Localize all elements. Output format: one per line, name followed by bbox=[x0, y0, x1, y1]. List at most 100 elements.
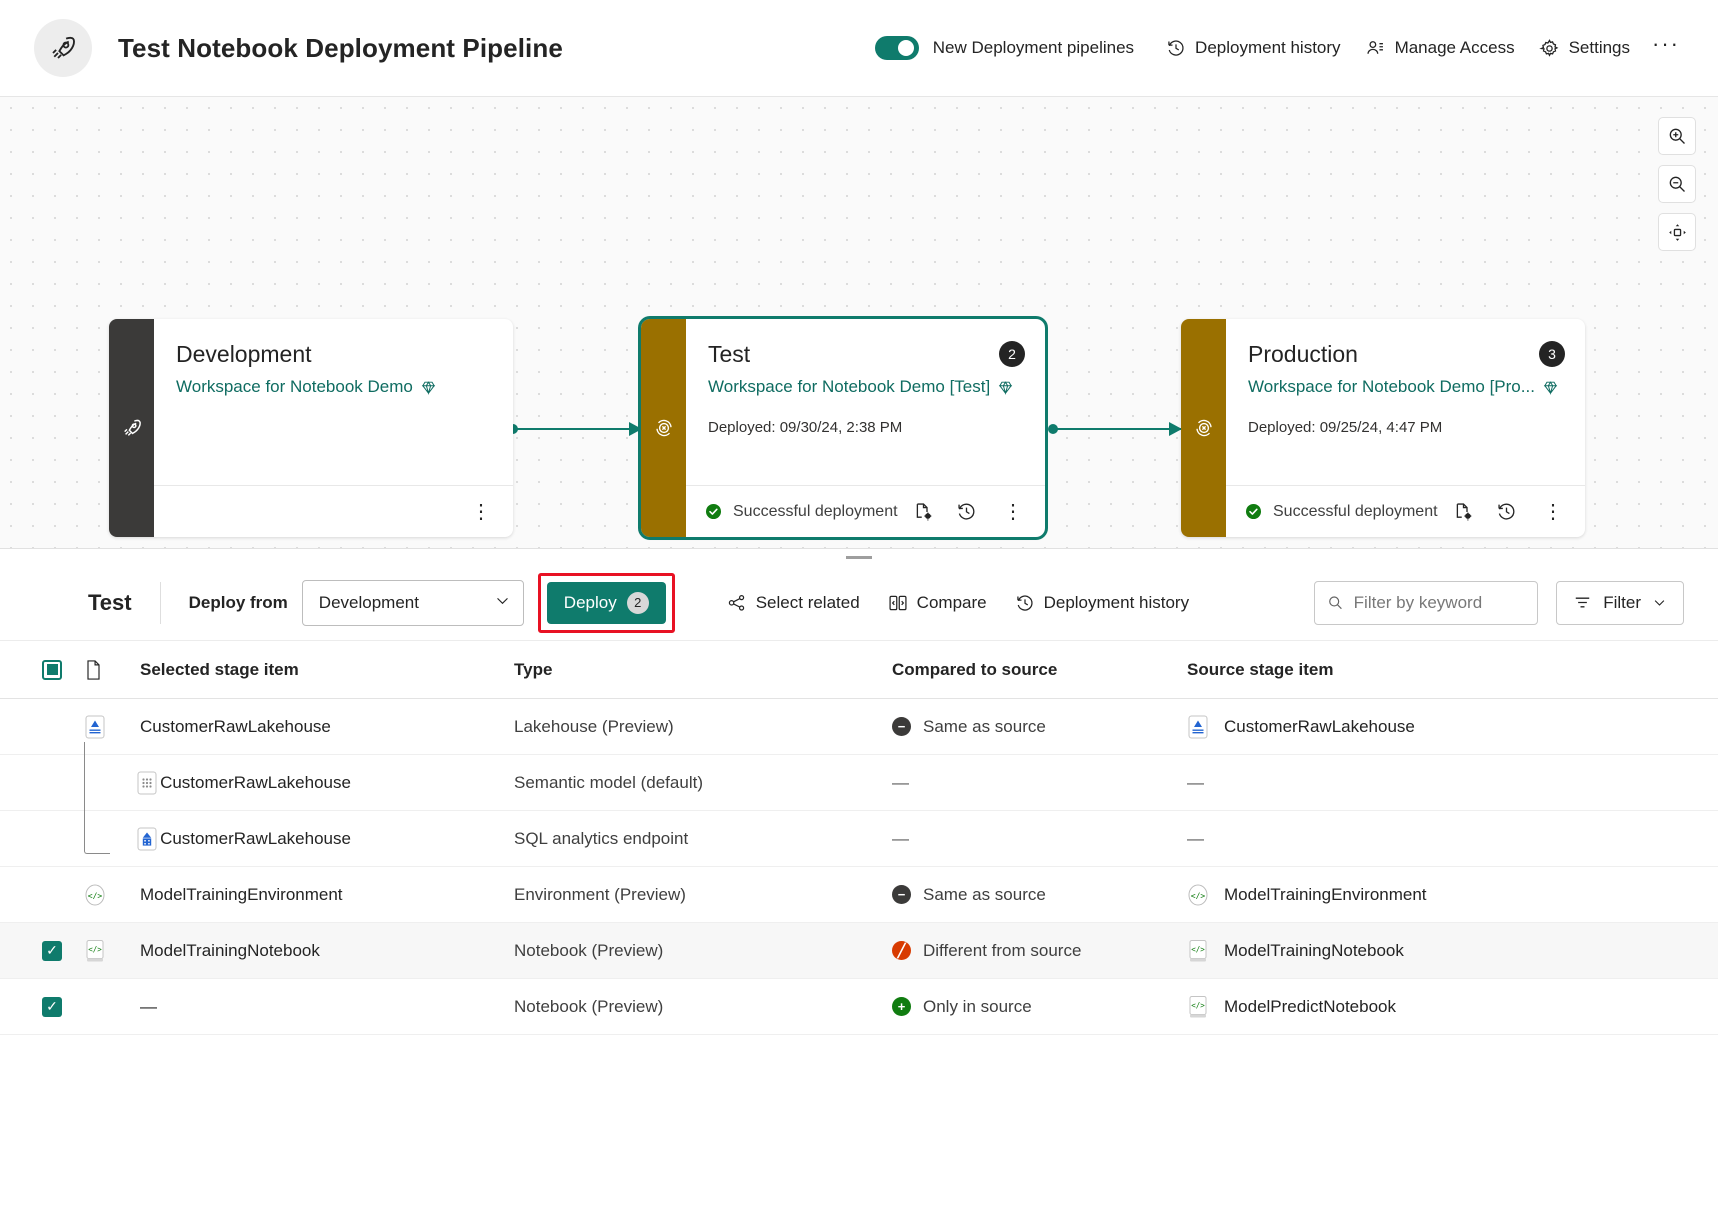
stage-workspace-link[interactable]: Workspace for Notebook Demo bbox=[176, 377, 493, 397]
fit-to-screen-button[interactable] bbox=[1658, 213, 1696, 251]
filter-search-box[interactable] bbox=[1314, 580, 1539, 625]
stage-more-options-button[interactable]: ⋮ bbox=[1543, 500, 1563, 523]
zoom-out-icon bbox=[1669, 176, 1685, 192]
table-row[interactable]: </> ModelTrainingEnvironment Environment… bbox=[0, 867, 1718, 923]
deploy-from-selected-value: Development bbox=[318, 592, 419, 612]
select-all-cell[interactable] bbox=[42, 659, 84, 680]
row-checkbox[interactable] bbox=[42, 829, 62, 849]
stage-items-table: Selected stage item Type Compared to sou… bbox=[0, 641, 1718, 1035]
search-icon bbox=[1329, 596, 1343, 610]
more-options-button[interactable]: ··· bbox=[1652, 31, 1680, 56]
stage-history-button[interactable] bbox=[1496, 501, 1517, 522]
row-source-item: — bbox=[1187, 829, 1718, 849]
row-item-name[interactable]: ModelTrainingEnvironment bbox=[140, 884, 343, 904]
row-checkbox[interactable]: ✓ bbox=[42, 996, 62, 1017]
rocket-icon bbox=[52, 36, 75, 59]
sql-endpoint-icon bbox=[136, 826, 158, 852]
stage-card-test[interactable]: 2 Test Workspace for Notebook Demo [Test… bbox=[638, 316, 1048, 540]
table-row[interactable]: CustomerRawLakehouse Lakehouse (Preview)… bbox=[0, 699, 1718, 755]
filter-label: Filter bbox=[1603, 592, 1641, 612]
deployment-rules-button[interactable] bbox=[913, 501, 934, 522]
gear-icon bbox=[1538, 38, 1558, 57]
page-title: Test Notebook Deployment Pipeline bbox=[118, 32, 563, 63]
row-compare-state: + Only in source bbox=[892, 997, 1187, 1017]
deploy-from-label: Deploy from bbox=[188, 592, 288, 612]
different-from-source-icon: ╱ bbox=[892, 941, 911, 960]
deploy-from-select[interactable]: Development bbox=[301, 579, 524, 626]
row-checkbox[interactable] bbox=[42, 773, 62, 793]
pipeline-canvas[interactable]: Development Workspace for Notebook Demo … bbox=[0, 97, 1718, 549]
stage-rail bbox=[1181, 319, 1226, 537]
stage-more-options-button[interactable]: ⋮ bbox=[1003, 500, 1023, 523]
row-compare-state: − Same as source bbox=[892, 717, 1187, 737]
table-row[interactable]: ↗ CustomerRawLakehouse Semantic model (d… bbox=[0, 741, 1718, 811]
row-checkbox[interactable]: ✓ bbox=[42, 940, 62, 961]
row-select-cell[interactable] bbox=[42, 885, 84, 905]
premium-diamond-icon bbox=[999, 380, 1013, 395]
row-select-cell[interactable] bbox=[42, 829, 84, 849]
chevron-down-icon bbox=[1654, 600, 1665, 606]
select-related-icon bbox=[728, 594, 744, 611]
panel-splitter[interactable] bbox=[0, 549, 1718, 565]
table-row[interactable]: ✓ </> ModelTrainingNotebook Notebook (Pr… bbox=[0, 923, 1718, 979]
column-header-compared-to-source[interactable]: Compared to source bbox=[892, 659, 1058, 679]
row-item-name-cell[interactable]: ↗ CustomerRawLakehouse bbox=[140, 829, 514, 849]
people-icon bbox=[1366, 40, 1383, 54]
row-item-name[interactable]: CustomerRawLakehouse bbox=[140, 716, 331, 736]
stage-name: Production bbox=[1248, 341, 1358, 367]
premium-diamond-icon bbox=[1543, 380, 1558, 395]
stage-workspace-link[interactable]: Workspace for Notebook Demo [Pro... bbox=[1248, 377, 1565, 397]
table-row[interactable]: ↗ CustomerRawLakehouse SQL analytics end… bbox=[0, 797, 1718, 867]
chevron-down-icon bbox=[494, 592, 511, 614]
row-checkbox[interactable] bbox=[42, 885, 62, 905]
rocket-icon bbox=[123, 419, 141, 436]
row-item-name[interactable]: ModelTrainingNotebook bbox=[140, 940, 320, 960]
deployment-rules-button[interactable] bbox=[1453, 501, 1474, 522]
select-related-button[interactable]: Select related bbox=[715, 584, 872, 622]
row-compare-label: Same as source bbox=[923, 716, 1046, 736]
row-compare-label: Only in source bbox=[923, 996, 1032, 1016]
deploy-button[interactable]: Deploy 2 bbox=[546, 581, 666, 624]
environment-icon: </> bbox=[84, 882, 106, 908]
row-select-cell[interactable] bbox=[42, 773, 84, 793]
compare-icon bbox=[889, 595, 907, 610]
zoom-in-button[interactable] bbox=[1658, 117, 1696, 155]
settings-button[interactable]: Settings bbox=[1527, 30, 1642, 67]
stage-card-development[interactable]: Development Workspace for Notebook Demo … bbox=[109, 319, 513, 537]
row-select-cell[interactable]: ✓ bbox=[42, 940, 84, 961]
deployment-history-button[interactable]: Deployment history bbox=[1154, 30, 1353, 66]
deployment-status-icon bbox=[1195, 419, 1212, 437]
stage-more-options-button[interactable]: ⋮ bbox=[471, 500, 491, 523]
filter-button[interactable]: Filter bbox=[1556, 580, 1684, 625]
row-compare-state: — bbox=[892, 773, 1187, 793]
row-source-item: CustomerRawLakehouse bbox=[1187, 714, 1718, 740]
toggle-switch[interactable] bbox=[874, 36, 919, 60]
manage-access-button[interactable]: Manage Access bbox=[1353, 30, 1527, 67]
stage-history-button[interactable] bbox=[956, 501, 977, 522]
column-header-selected-stage-item[interactable]: Selected stage item bbox=[140, 659, 299, 679]
stage-status: Successful deployment bbox=[704, 502, 898, 521]
stage-card-production[interactable]: 3 Production Workspace for Notebook Demo… bbox=[1181, 319, 1585, 537]
row-checkbox[interactable] bbox=[42, 717, 62, 737]
select-all-checkbox[interactable] bbox=[42, 659, 62, 680]
row-compare-label: Same as source bbox=[923, 884, 1046, 904]
svg-text:</>: </> bbox=[1191, 891, 1206, 900]
filter-icon bbox=[1575, 597, 1590, 608]
search-input[interactable] bbox=[1353, 592, 1526, 613]
pipeline-avatar bbox=[34, 19, 92, 77]
deployment-history-button-toolbar[interactable]: Deployment history bbox=[1003, 584, 1202, 622]
row-item-name-cell[interactable]: ↗ CustomerRawLakehouse bbox=[140, 773, 514, 793]
stage-workspace-name: Workspace for Notebook Demo [Pro... bbox=[1248, 377, 1535, 396]
manage-access-label: Manage Access bbox=[1394, 38, 1515, 57]
column-header-source-stage-item[interactable]: Source stage item bbox=[1187, 659, 1334, 679]
row-select-cell[interactable]: ✓ bbox=[42, 996, 84, 1017]
row-select-cell[interactable] bbox=[42, 717, 84, 737]
stage-workspace-link[interactable]: Workspace for Notebook Demo [Test] bbox=[708, 377, 1025, 397]
table-row[interactable]: ✓ — Notebook (Preview) + Only in source … bbox=[0, 979, 1718, 1035]
row-item-icon bbox=[84, 741, 157, 798]
new-deployment-pipelines-toggle[interactable]: New Deployment pipelines bbox=[874, 36, 1134, 60]
row-source-item: </> ModelTrainingNotebook bbox=[1187, 938, 1718, 964]
zoom-out-button[interactable] bbox=[1658, 165, 1696, 203]
compare-button[interactable]: Compare bbox=[876, 584, 999, 622]
column-header-type[interactable]: Type bbox=[514, 659, 553, 679]
